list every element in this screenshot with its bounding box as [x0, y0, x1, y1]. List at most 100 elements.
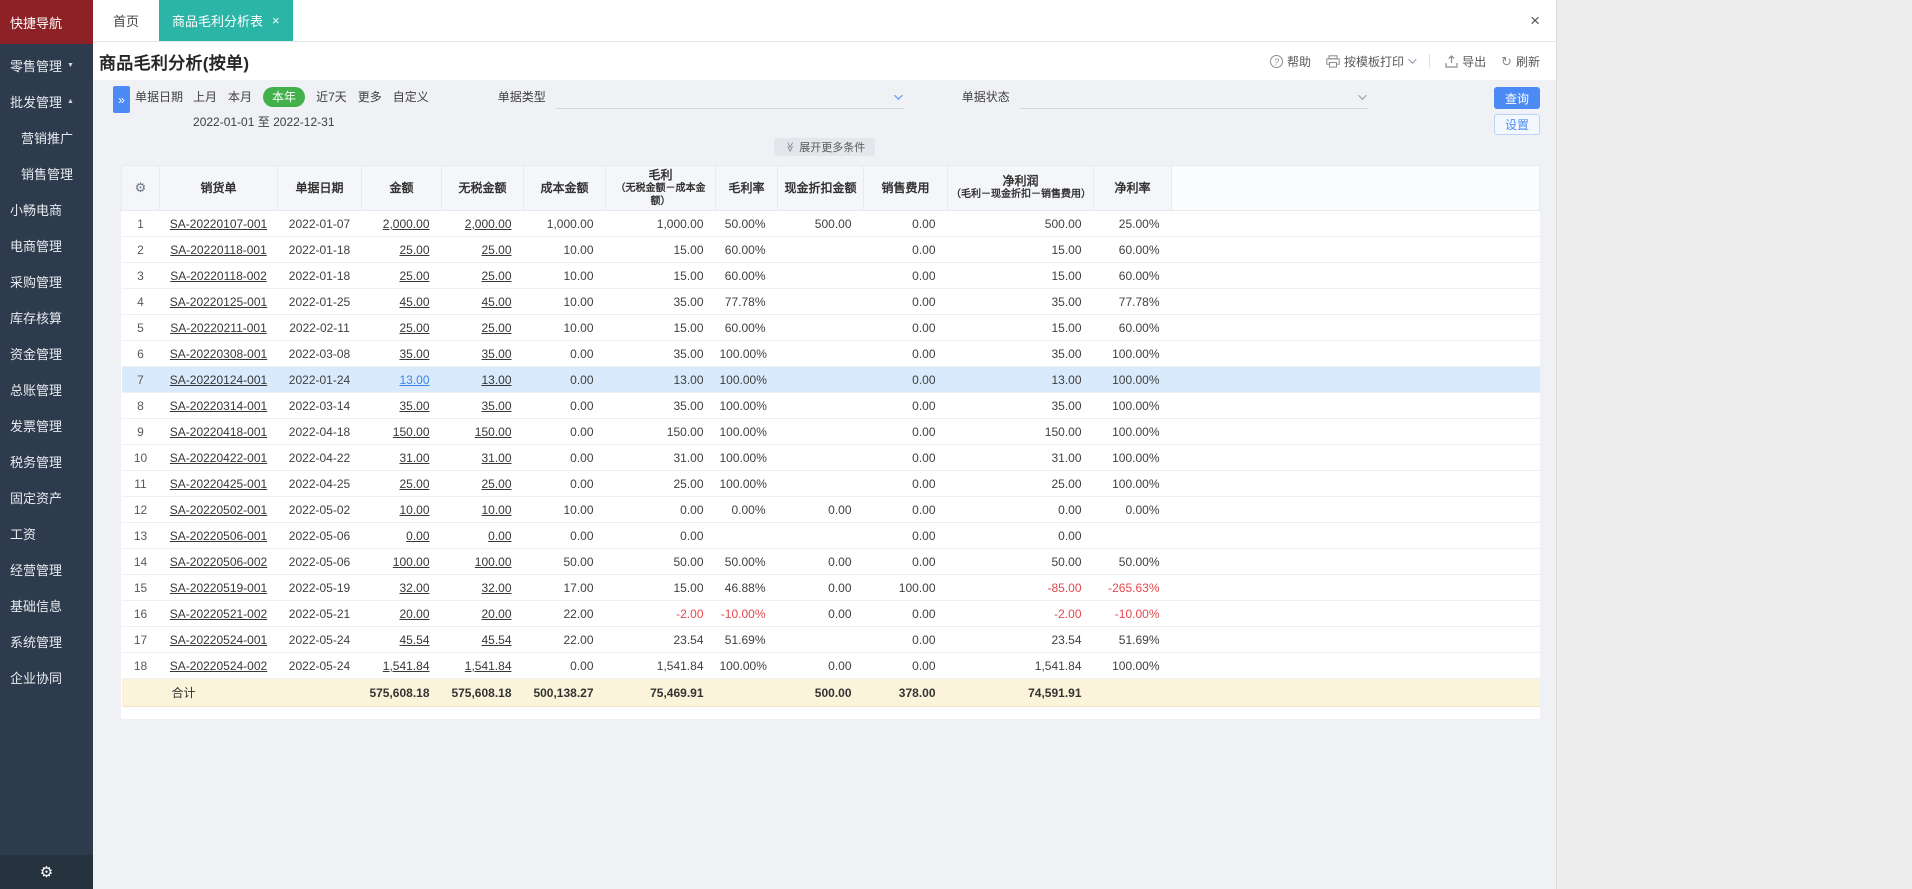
- sidebar-item[interactable]: 系统管理: [0, 623, 93, 659]
- order-link[interactable]: SA-20220308-001: [169, 346, 268, 361]
- sidebar-item[interactable]: 工资: [0, 515, 93, 551]
- tab-gross-profit-analysis[interactable]: 商品毛利分析表 ×: [159, 0, 293, 41]
- table-row[interactable]: 10 SA-20220422-001 2022-04-22 31.00 31.00 0.0…: [121, 444, 1540, 471]
- amount-link[interactable]: 31.00: [399, 450, 430, 465]
- table-row[interactable]: 4 SA-20220125-001 2022-01-25 45.00 45.00 10.0…: [121, 288, 1540, 315]
- sidebar-item[interactable]: 销售管理: [0, 155, 93, 191]
- tax-free-link[interactable]: 25.00: [481, 476, 512, 491]
- date-quick-option[interactable]: 上月: [193, 90, 218, 104]
- tax-free-link[interactable]: 2,000.00: [464, 216, 512, 231]
- amount-link[interactable]: 2,000.00: [382, 216, 430, 231]
- sidebar-item[interactable]: 批发管理 ▲: [0, 83, 93, 119]
- table-row[interactable]: 17 SA-20220524-001 2022-05-24 45.54 45.54 22.…: [121, 626, 1540, 653]
- tax-free-link[interactable]: 31.00: [481, 450, 512, 465]
- sidebar-item[interactable]: 电商管理: [0, 227, 93, 263]
- close-icon[interactable]: ×: [1530, 11, 1540, 30]
- order-link[interactable]: SA-20220107-001: [169, 216, 268, 231]
- amount-link[interactable]: 25.00: [399, 476, 430, 491]
- amount-link[interactable]: 25.00: [399, 268, 430, 283]
- amount-link[interactable]: 0.00: [406, 528, 430, 543]
- query-button[interactable]: 查询: [1494, 87, 1540, 109]
- order-link[interactable]: SA-20220502-001: [169, 502, 268, 517]
- order-link[interactable]: SA-20220118-002: [170, 268, 267, 283]
- amount-link[interactable]: 25.00: [399, 320, 430, 335]
- tax-free-link[interactable]: 25.00: [481, 268, 512, 283]
- table-row[interactable]: 15 SA-20220519-001 2022-05-19 32.00 32.00 17.…: [121, 574, 1540, 601]
- order-link[interactable]: SA-20220521-002: [169, 606, 268, 621]
- table-row[interactable]: 7 SA-20220124-001 2022-01-24 13.00 13.00 0.00…: [121, 366, 1540, 393]
- tax-free-link[interactable]: 100.00: [474, 554, 512, 569]
- tax-free-link[interactable]: 25.00: [481, 242, 512, 257]
- doc-status-select[interactable]: [1019, 87, 1368, 109]
- order-link[interactable]: SA-20220519-001: [169, 580, 268, 595]
- export-button[interactable]: 导出: [1445, 53, 1486, 70]
- order-link[interactable]: SA-20220314-001: [169, 398, 268, 413]
- order-link[interactable]: SA-20220425-001: [169, 476, 268, 491]
- tax-free-link[interactable]: 45.00: [481, 294, 512, 309]
- tax-free-link[interactable]: 35.00: [481, 346, 512, 361]
- table-row[interactable]: 14 SA-20220506-002 2022-05-06 100.00 100.00 5…: [121, 548, 1540, 575]
- tax-free-link[interactable]: 35.00: [481, 398, 512, 413]
- order-link[interactable]: SA-20220124-001: [169, 372, 268, 387]
- amount-link[interactable]: 32.00: [399, 580, 430, 595]
- sidebar-item[interactable]: 税务管理: [0, 443, 93, 479]
- tax-free-link[interactable]: 0.00: [488, 528, 512, 543]
- table-row[interactable]: 3 SA-20220118-002 2022-01-18 25.00 25.00 10.0…: [121, 262, 1540, 289]
- date-quick-option[interactable]: 本月: [228, 90, 253, 104]
- amount-link[interactable]: 150.00: [392, 424, 430, 439]
- order-link[interactable]: SA-20220118-001: [170, 242, 267, 257]
- amount-link[interactable]: 45.54: [399, 632, 430, 647]
- sidebar-item[interactable]: 固定资产: [0, 479, 93, 515]
- date-quick-option[interactable]: 自定义: [392, 90, 429, 104]
- table-row[interactable]: 11 SA-20220425-001 2022-04-25 25.00 25.00 0.0…: [121, 470, 1540, 497]
- table-row[interactable]: 18 SA-20220524-002 2022-05-24 1,541.84 1,541…: [121, 652, 1540, 679]
- table-row[interactable]: 1 SA-20220107-001 2022-01-07 2,000.00 2,000.…: [121, 210, 1540, 237]
- sidebar-item[interactable]: 总账管理: [0, 371, 93, 407]
- sidebar-item[interactable]: 资金管理: [0, 335, 93, 371]
- collapse-filters-button[interactable]: »: [113, 86, 130, 113]
- sidebar-item[interactable]: 零售管理 ▼: [0, 47, 93, 83]
- tax-free-link[interactable]: 20.00: [481, 606, 512, 621]
- tax-free-link[interactable]: 1,541.84: [464, 658, 512, 673]
- order-link[interactable]: SA-20220524-001: [169, 632, 268, 647]
- amount-link[interactable]: 100.00: [392, 554, 430, 569]
- sidebar-item[interactable]: 营销推广: [0, 119, 93, 155]
- amount-link[interactable]: 13.00: [399, 372, 430, 387]
- table-row[interactable]: 12 SA-20220502-001 2022-05-02 10.00 10.00 10.…: [121, 496, 1540, 523]
- table-row[interactable]: 13 SA-20220506-001 2022-05-06 0.00 0.00 0.00 0…: [121, 522, 1540, 549]
- tax-free-link[interactable]: 150.00: [474, 424, 512, 439]
- date-quick-option[interactable]: 近7天: [316, 90, 347, 104]
- date-start[interactable]: 2022-01-01: [193, 115, 255, 129]
- close-tab-icon[interactable]: ×: [272, 13, 280, 28]
- sidebar-item[interactable]: 企业协同: [0, 659, 93, 695]
- doc-type-select[interactable]: [555, 87, 904, 109]
- date-quick-option[interactable]: 本年: [263, 87, 306, 107]
- amount-link[interactable]: 35.00: [399, 346, 430, 361]
- table-row[interactable]: 16 SA-20220521-002 2022-05-21 20.00 20.00 22.…: [121, 600, 1540, 627]
- sidebar-item[interactable]: 库存核算: [0, 299, 93, 335]
- sidebar-item[interactable]: 小畅电商: [0, 191, 93, 227]
- tax-free-link[interactable]: 10.00: [481, 502, 512, 517]
- refresh-button[interactable]: ↻ 刷新: [1501, 53, 1540, 70]
- amount-link[interactable]: 35.00: [399, 398, 430, 413]
- amount-link[interactable]: 10.00: [399, 502, 430, 517]
- order-link[interactable]: SA-20220211-001: [170, 320, 267, 335]
- sidebar-item[interactable]: 采购管理: [0, 263, 93, 299]
- tab-home[interactable]: 首页: [93, 0, 159, 41]
- table-row[interactable]: 8 SA-20220314-001 2022-03-14 35.00 35.00 0.00…: [121, 392, 1540, 419]
- date-end[interactable]: 2022-12-31: [273, 115, 335, 129]
- sidebar-item-quick-nav[interactable]: 快捷导航: [0, 0, 93, 44]
- amount-link[interactable]: 25.00: [399, 242, 430, 257]
- tax-free-link[interactable]: 32.00: [481, 580, 512, 595]
- gear-icon[interactable]: ⚙: [39, 864, 54, 881]
- table-row[interactable]: 2 SA-20220118-001 2022-01-18 25.00 25.00 10.0…: [121, 236, 1540, 263]
- order-link[interactable]: SA-20220422-001: [169, 450, 268, 465]
- help-button[interactable]: ? 帮助: [1270, 53, 1311, 70]
- tax-free-link[interactable]: 45.54: [481, 632, 512, 647]
- order-link[interactable]: SA-20220506-002: [169, 554, 268, 569]
- print-by-template-button[interactable]: 按模板打印: [1326, 53, 1417, 70]
- table-row[interactable]: 9 SA-20220418-001 2022-04-18 150.00 150.00 0.…: [121, 418, 1540, 445]
- tax-free-link[interactable]: 13.00: [481, 372, 512, 387]
- table-row[interactable]: 6 SA-20220308-001 2022-03-08 35.00 35.00 0.00…: [121, 340, 1540, 367]
- order-link[interactable]: SA-20220524-002: [169, 658, 268, 673]
